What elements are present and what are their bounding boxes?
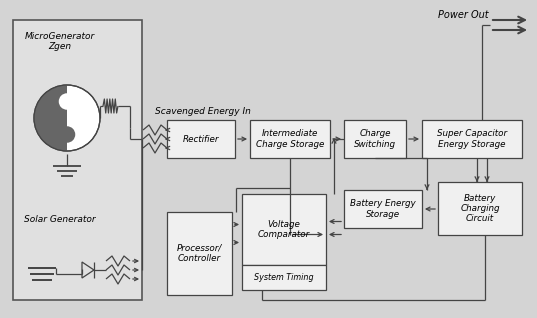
Bar: [242, 194, 326, 265]
Bar: [344, 190, 422, 228]
Circle shape: [59, 93, 75, 110]
Bar: [167, 120, 235, 158]
Text: System Timing: System Timing: [254, 273, 314, 282]
Text: Scavenged Energy In: Scavenged Energy In: [155, 107, 251, 116]
Bar: [422, 120, 522, 158]
Circle shape: [59, 126, 75, 143]
Text: Processor/
Controller: Processor/ Controller: [177, 244, 222, 263]
Text: Charge
Switching: Charge Switching: [354, 129, 396, 149]
Text: Voltage
Comparator: Voltage Comparator: [258, 220, 310, 239]
Circle shape: [34, 85, 100, 151]
Text: Battery Energy
Storage: Battery Energy Storage: [350, 199, 416, 219]
Bar: [13, 20, 142, 300]
Bar: [250, 120, 330, 158]
Text: Solar Generator: Solar Generator: [24, 215, 96, 224]
Bar: [344, 120, 406, 158]
Text: Battery
Charging
Circuit: Battery Charging Circuit: [460, 194, 500, 224]
Text: Rectifier: Rectifier: [183, 135, 219, 143]
Text: Power Out: Power Out: [438, 10, 488, 20]
Bar: [167, 212, 232, 295]
Text: Super Capacitor
Energy Storage: Super Capacitor Energy Storage: [437, 129, 507, 149]
Bar: [438, 182, 522, 235]
Bar: [242, 265, 326, 290]
Text: Intermediate
Charge Storage: Intermediate Charge Storage: [256, 129, 324, 149]
Text: MicroGenerator
Zgen: MicroGenerator Zgen: [25, 32, 95, 52]
Wedge shape: [34, 85, 67, 151]
